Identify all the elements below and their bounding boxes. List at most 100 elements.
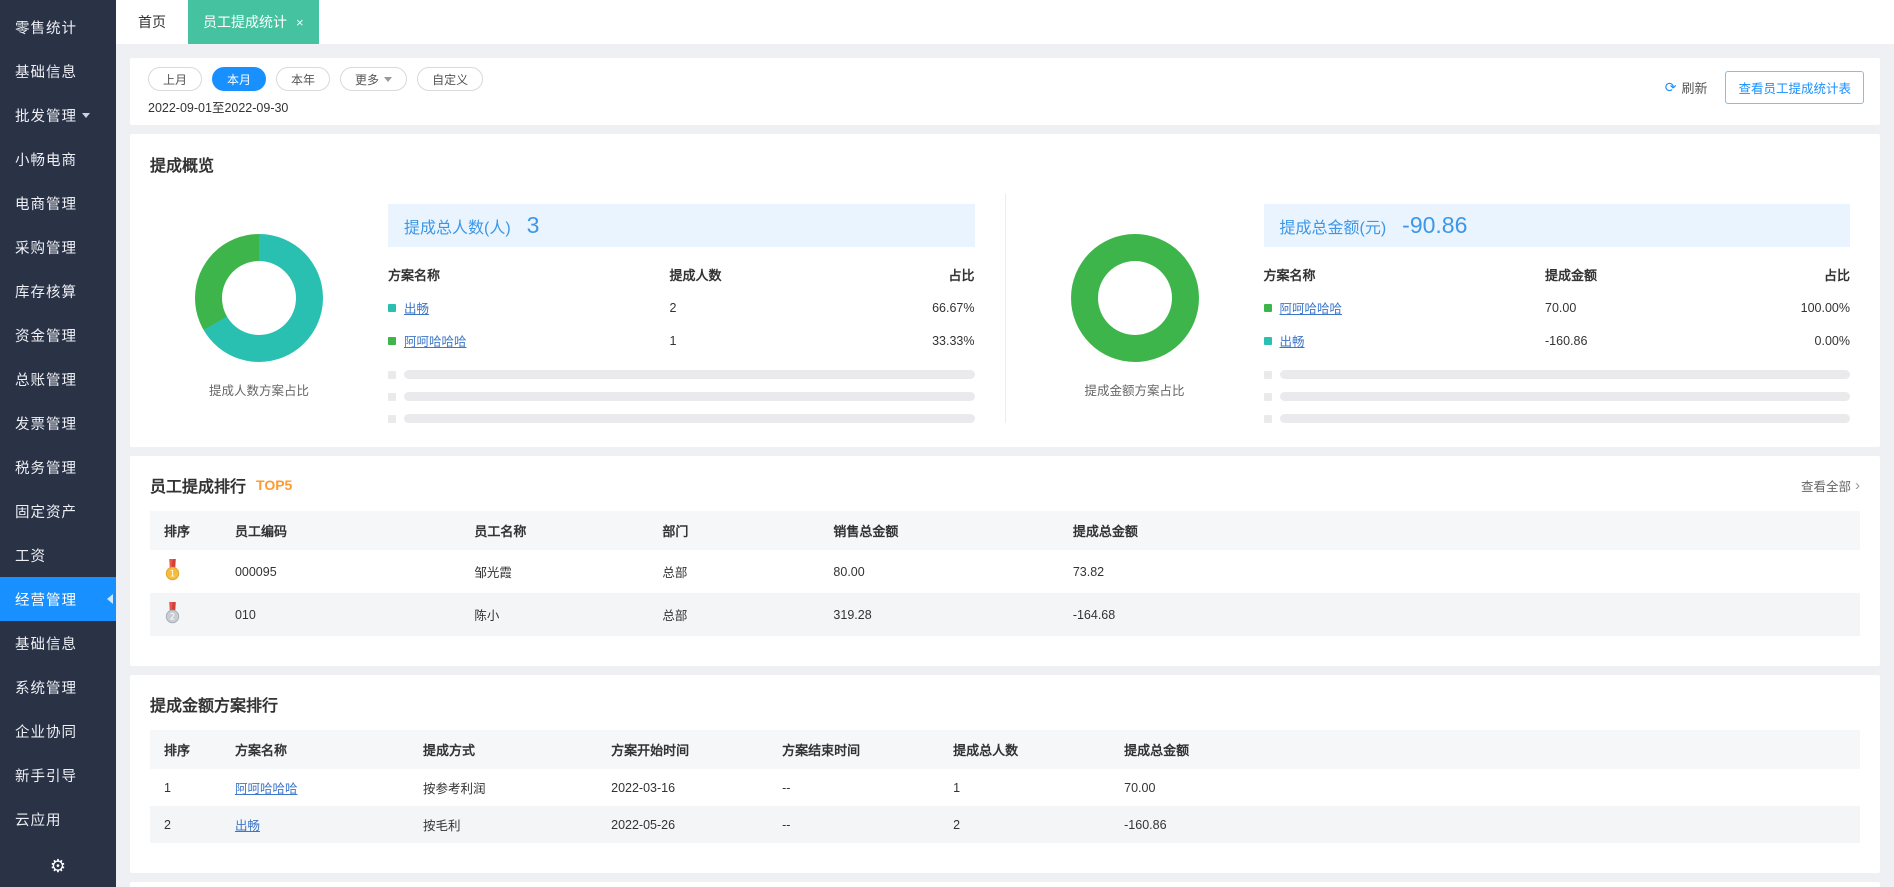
- plan-name-link[interactable]: 阿呵哈哈哈: [404, 335, 467, 349]
- gold-medal-icon: 1: [164, 559, 181, 581]
- settings-gear-icon[interactable]: ⚙: [49, 856, 67, 876]
- people-summary: 提成总人数(人) 3: [388, 204, 975, 247]
- sidebar-item-label: 新手引导: [15, 768, 77, 785]
- filter-button-3[interactable]: 本年: [276, 67, 331, 91]
- employee-ranking-card: 员工提成排行 TOP5 查看全部 › 排序 员工编码 员工名称 部门 销售总金额 提成总金…: [130, 456, 1880, 666]
- amount-donut-block: 提成金额方案占比: [1006, 194, 1264, 423]
- sidebar-item-2[interactable]: 基础信息: [0, 49, 116, 93]
- column-header: 提成金额: [1545, 268, 1598, 283]
- chevron-down-icon: [82, 112, 90, 118]
- sidebar-item-label: 资金管理: [15, 328, 77, 345]
- refresh-label: 刷新: [1681, 81, 1708, 96]
- close-icon[interactable]: ×: [296, 14, 304, 30]
- sidebar-item-17[interactable]: 企业协同: [0, 709, 116, 753]
- chevron-right-icon: ›: [1855, 476, 1860, 494]
- column-header: 方案结束时间: [774, 730, 946, 769]
- sidebar-item-10[interactable]: 发票管理: [0, 401, 116, 445]
- plan-value-cell: 70.00: [1545, 300, 1577, 315]
- tab-employee-commission[interactable]: 员工提成统计 ×: [188, 0, 319, 44]
- sidebar-item-15[interactable]: 基础信息: [0, 621, 116, 665]
- svg-text:2: 2: [170, 613, 175, 623]
- plan-row: 2 出畅 按毛利 2022-05-26 -- 2 -160.86: [150, 806, 1860, 843]
- skeleton-row: [1263, 414, 1850, 423]
- sidebar-item-11[interactable]: 税务管理: [0, 445, 116, 489]
- filter-button-5[interactable]: 自定义: [417, 67, 484, 91]
- total-amount-cell: 70.00: [1124, 780, 1156, 795]
- sidebar-item-3[interactable]: 批发管理: [0, 93, 116, 137]
- sidebar-item-4[interactable]: 小畅电商: [0, 137, 116, 181]
- legend-dot: [1263, 337, 1272, 345]
- sidebar-item-18[interactable]: 新手引导: [0, 753, 116, 797]
- skeleton-bar: [404, 392, 975, 401]
- plan-name-link[interactable]: 出畅: [234, 819, 260, 833]
- commission-method-cell: 按毛利: [415, 806, 604, 843]
- view-all-label: 查看全部: [1800, 479, 1851, 494]
- sidebar-item-9[interactable]: 总账管理: [0, 357, 116, 401]
- legend-dot: [1263, 304, 1272, 312]
- sidebar-item-label: 经营管理: [15, 592, 77, 609]
- amount-summary: 提成总金额(元) -90.86: [1263, 204, 1850, 247]
- plan-pct-cell: 66.67%: [932, 300, 975, 315]
- sidebar-item-label: 库存核算: [15, 284, 77, 301]
- view-all-link[interactable]: 查看全部 ›: [1801, 476, 1860, 495]
- plan-name-cell: 阿呵哈哈哈: [227, 769, 415, 806]
- overview-right: 提成金额方案占比 提成总金额(元) -90.86 方案名称 提成金额 占比 阿呵哈哈哈…: [1004, 194, 1881, 423]
- employee-ranking-header: 员工提成排行 TOP5 查看全部 ›: [150, 473, 1860, 497]
- tab-home-label: 首页: [138, 14, 166, 30]
- overview-body: 提成人数方案占比 提成总人数(人) 3 方案名称 提成人数 占比 出畅 2 66.67% 阿…: [130, 194, 1880, 423]
- sidebar-item-6[interactable]: 采购管理: [0, 225, 116, 269]
- plan-name-link[interactable]: 出畅: [404, 302, 430, 316]
- column-header: 员工编码: [226, 511, 467, 550]
- sidebar-item-12[interactable]: 固定资产: [0, 489, 116, 533]
- tab-home[interactable]: 首页: [116, 0, 188, 44]
- sidebar-item-label: 税务管理: [15, 460, 77, 477]
- sidebar-items: 零售统计 基础信息 批发管理 小畅电商 电商管理 采购管理 库存核算 资金管理 总账管理 发票管理…: [0, 0, 116, 841]
- column-header: 部门: [654, 511, 826, 550]
- plan-ranking-title: 提成金额方案排行: [150, 698, 279, 715]
- sidebar-item-7[interactable]: 库存核算: [0, 269, 116, 313]
- sidebar-item-1[interactable]: 零售统计: [0, 5, 116, 49]
- chevron-down-icon: [384, 76, 393, 82]
- plan-pct-cell: 100.00%: [1800, 300, 1850, 315]
- total-sales-cell: 80.00: [833, 564, 865, 579]
- sidebar-item-5[interactable]: 电商管理: [0, 181, 116, 225]
- sidebar-item-19[interactable]: 云应用: [0, 797, 116, 841]
- plan-name-cell: 出畅: [388, 291, 670, 324]
- people-donut-block: 提成人数方案占比: [130, 194, 388, 423]
- view-report-button[interactable]: 查看员工提成统计表: [1725, 71, 1864, 104]
- plan-name-link[interactable]: 阿呵哈哈哈: [234, 782, 298, 796]
- total-amount-cell: -160.86: [1116, 806, 1860, 843]
- plan-name-link[interactable]: 出畅: [1279, 335, 1305, 349]
- amount-summary-value: -90.86: [1402, 212, 1468, 238]
- department-card: 部门提成情况 序号部门名称提成方式方案开始时间方案结束时间参与提成人数提成总金额: [130, 882, 1880, 887]
- total-commission-cell: -164.68: [1064, 593, 1860, 636]
- sidebar-item-13[interactable]: 工资: [0, 533, 116, 577]
- sidebar-item-label: 零售统计: [15, 20, 77, 37]
- filter-button-1[interactable]: 上月: [148, 67, 203, 91]
- plan-start-cell: 2022-03-16: [611, 780, 676, 795]
- department-cell: 总部: [662, 566, 688, 580]
- main-area: 首页 员工提成统计 × 上月 本月 本年 更多 自定义 2022-09-01至2022-…: [116, 0, 1894, 887]
- filter-button-4[interactable]: 更多: [340, 67, 408, 91]
- refresh-button[interactable]: ⟳ 刷新: [1665, 78, 1708, 97]
- plan-name-cell: 阿呵哈哈哈: [388, 324, 670, 357]
- people-table-block: 提成总人数(人) 3 方案名称 提成人数 占比 出畅 2 66.67% 阿呵哈哈哈 1 33.3…: [388, 194, 975, 423]
- rank-cell: 1: [164, 780, 171, 795]
- skeleton-dot: [1263, 370, 1272, 379]
- column-header: 提成人数: [669, 268, 722, 283]
- sidebar-item-16[interactable]: 系统管理: [0, 665, 116, 709]
- overview-left: 提成人数方案占比 提成总人数(人) 3 方案名称 提成人数 占比 出畅 2 66.67% 阿…: [130, 194, 1005, 423]
- filter-button-2[interactable]: 本月: [212, 67, 267, 91]
- sidebar-item-14[interactable]: 经营管理: [0, 577, 116, 621]
- column-header: 方案名称: [1263, 268, 1316, 283]
- commission-method-cell: 按参考利润: [423, 782, 486, 796]
- overview-card: 提成概览 提成人数方案占比 提成总人数(人) 3 方案名称 提成人数 占比 出畅 2 66…: [130, 134, 1880, 447]
- people-count-cell: 1: [953, 780, 961, 795]
- plan-pct-cell: 33.33%: [932, 333, 975, 348]
- plan-name-link[interactable]: 阿呵哈哈哈: [1279, 302, 1343, 316]
- sidebar-item-8[interactable]: 资金管理: [0, 313, 116, 357]
- total-commission-cell: 73.82: [1072, 564, 1105, 579]
- total-sales-cell: 319.28: [825, 593, 1065, 636]
- content: 上月 本月 本年 更多 自定义 2022-09-01至2022-09-30 ⟳ 刷新 查…: [116, 44, 1894, 887]
- employee-code-cell: 010: [226, 593, 467, 636]
